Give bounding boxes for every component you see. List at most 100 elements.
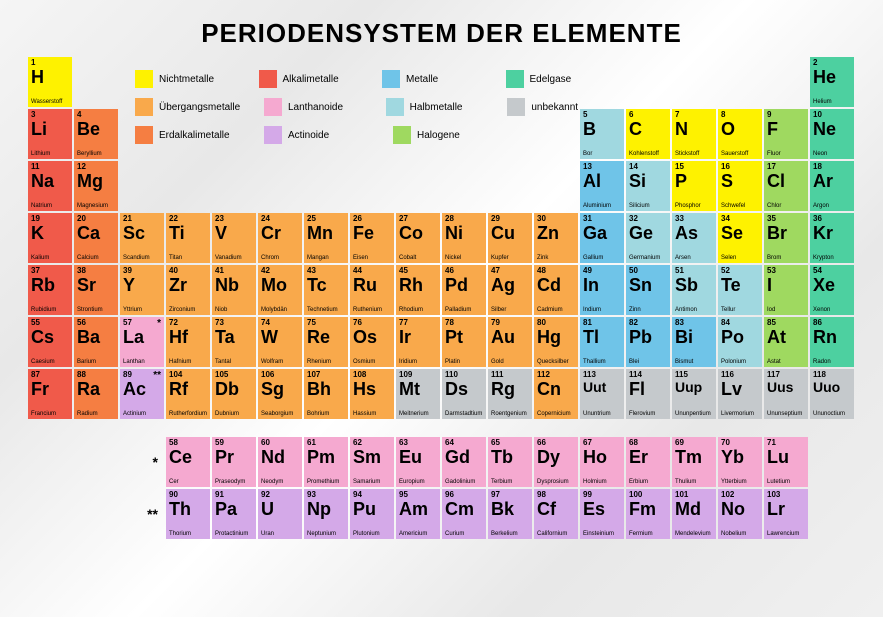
element-name: Antimon bbox=[675, 307, 713, 313]
atomic-number: 44 bbox=[353, 267, 391, 275]
atomic-number: 38 bbox=[77, 267, 115, 275]
atomic-number: 13 bbox=[583, 163, 621, 171]
element-symbol: Ho bbox=[583, 448, 621, 466]
element-name: Berkelium bbox=[491, 531, 529, 537]
element-cell-hs: 108HsHassium bbox=[350, 369, 394, 419]
element-cell-co: 27CoCobalt bbox=[396, 213, 440, 263]
atomic-number: 87 bbox=[31, 371, 69, 379]
atomic-number: 107 bbox=[307, 371, 345, 379]
atomic-number: 59 bbox=[215, 439, 253, 447]
element-cell-mo: 42MoMolybdän bbox=[258, 265, 302, 315]
element-name: Seaborgium bbox=[261, 411, 299, 417]
atomic-number: 109 bbox=[399, 371, 437, 379]
element-cell-xe: 54XeXenon bbox=[810, 265, 854, 315]
element-symbol: Bk bbox=[491, 500, 529, 518]
element-name: Titan bbox=[169, 255, 207, 261]
atomic-number: 10 bbox=[813, 111, 851, 119]
element-name: Erbium bbox=[629, 479, 667, 485]
element-name: Eisen bbox=[353, 255, 391, 261]
element-symbol: Ca bbox=[77, 224, 115, 242]
element-name: Roentgenium bbox=[491, 411, 529, 417]
element-cell-kr: 36KrKrypton bbox=[810, 213, 854, 263]
element-cell-rh: 45RhRhodium bbox=[396, 265, 440, 315]
element-symbol: Ru bbox=[353, 276, 391, 294]
element-symbol: U bbox=[261, 500, 299, 518]
atomic-number: 12 bbox=[77, 163, 115, 171]
atomic-number: 27 bbox=[399, 215, 437, 223]
element-name: Kupfer bbox=[491, 255, 529, 261]
element-name: Xenon bbox=[813, 307, 851, 313]
element-name: Silicium bbox=[629, 203, 667, 209]
element-symbol: Ir bbox=[399, 328, 437, 346]
element-symbol: Pa bbox=[215, 500, 253, 518]
element-cell-mg: 12MgMagnesium bbox=[74, 161, 118, 211]
atomic-number: 28 bbox=[445, 215, 483, 223]
element-symbol: B bbox=[583, 120, 621, 138]
element-symbol: Fr bbox=[31, 380, 69, 398]
element-name: Thorium bbox=[169, 531, 207, 537]
element-symbol: W bbox=[261, 328, 299, 346]
element-cell-ti: 22TiTitan bbox=[166, 213, 210, 263]
atomic-number: 63 bbox=[399, 439, 437, 447]
element-name: Hafnium bbox=[169, 359, 207, 365]
element-cell-uut: 113UutUnuntrium bbox=[580, 369, 624, 419]
element-name: Ruthenium bbox=[353, 307, 391, 313]
atomic-number: 25 bbox=[307, 215, 345, 223]
atomic-number: 50 bbox=[629, 267, 667, 275]
atomic-number: 56 bbox=[77, 319, 115, 327]
element-name: Nobelium bbox=[721, 531, 759, 537]
element-cell-cd: 48CdCadmium bbox=[534, 265, 578, 315]
element-symbol: Pd bbox=[445, 276, 483, 294]
element-cell-sr: 38SrStrontium bbox=[74, 265, 118, 315]
element-cell-gd: 64GdGadolinium bbox=[442, 437, 486, 487]
element-name: Chrom bbox=[261, 255, 299, 261]
element-name: Fluor bbox=[767, 151, 805, 157]
atomic-number: 19 bbox=[31, 215, 69, 223]
element-name: Ununtrium bbox=[583, 411, 621, 417]
element-cell-rn: 86RnRadon bbox=[810, 317, 854, 367]
element-name: Selen bbox=[721, 255, 759, 261]
atomic-number: 66 bbox=[537, 439, 575, 447]
element-symbol: Mn bbox=[307, 224, 345, 242]
element-cell-sn: 50SnZinn bbox=[626, 265, 670, 315]
element-cell-at: 85AtAstat bbox=[764, 317, 808, 367]
element-symbol: Si bbox=[629, 172, 667, 190]
element-name: Einsteinium bbox=[583, 531, 621, 537]
element-symbol: Re bbox=[307, 328, 345, 346]
element-symbol: Cl bbox=[767, 172, 805, 190]
element-cell-tm: 69TmThulium bbox=[672, 437, 716, 487]
atomic-number: 30 bbox=[537, 215, 575, 223]
element-cell-pu: 94PuPlutonium bbox=[350, 489, 394, 539]
element-cell-bh: 107BhBohrium bbox=[304, 369, 348, 419]
element-symbol: Dy bbox=[537, 448, 575, 466]
element-name: Copernicium bbox=[537, 411, 575, 417]
element-name: Neon bbox=[813, 151, 851, 157]
atomic-number: 102 bbox=[721, 491, 759, 499]
element-symbol: C bbox=[629, 120, 667, 138]
atomic-number: 31 bbox=[583, 215, 621, 223]
element-name: Indium bbox=[583, 307, 621, 313]
element-name: Niob bbox=[215, 307, 253, 313]
element-symbol: Ti bbox=[169, 224, 207, 242]
element-cell-lr: 103LrLawrencium bbox=[764, 489, 808, 539]
element-symbol: Se bbox=[721, 224, 759, 242]
element-symbol: Rb bbox=[31, 276, 69, 294]
element-cell-er: 68ErErbium bbox=[626, 437, 670, 487]
element-symbol: Rn bbox=[813, 328, 851, 346]
element-symbol: Cm bbox=[445, 500, 483, 518]
element-name: Cer bbox=[169, 479, 207, 485]
atomic-number: 49 bbox=[583, 267, 621, 275]
element-cell-n: 7NStickstoff bbox=[672, 109, 716, 159]
element-cell-b: 5BBor bbox=[580, 109, 624, 159]
element-cell-w: 74WWolfram bbox=[258, 317, 302, 367]
element-symbol: Uus bbox=[767, 380, 805, 394]
atomic-number: 79 bbox=[491, 319, 529, 327]
element-cell-cl: 17ClChlor bbox=[764, 161, 808, 211]
element-cell-ta: 73TaTantal bbox=[212, 317, 256, 367]
element-symbol: Es bbox=[583, 500, 621, 518]
atomic-number: 95 bbox=[399, 491, 437, 499]
atomic-number: 88 bbox=[77, 371, 115, 379]
element-symbol: Tl bbox=[583, 328, 621, 346]
element-cell-cu: 29CuKupfer bbox=[488, 213, 532, 263]
lanthanide-marker: * bbox=[120, 437, 164, 487]
